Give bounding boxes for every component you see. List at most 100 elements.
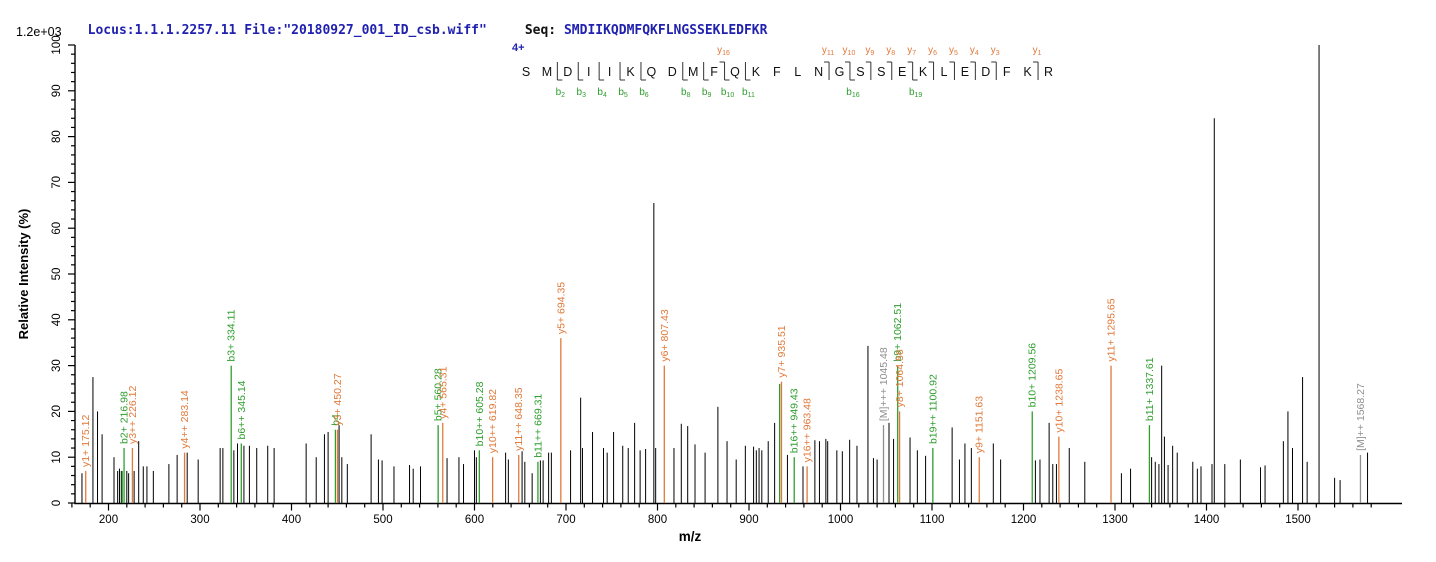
- y-axis-tick-label: 40: [51, 313, 63, 326]
- b-ion-label: b2: [556, 87, 566, 99]
- peptide-sequence-text: SMDIIKQDMFQKFLNGSSEKLEDFKR: [563, 23, 768, 38]
- peak-label: b19++ 1100.92: [927, 374, 939, 444]
- peak-label: b16++ 949.43: [789, 388, 801, 453]
- x-axis-tick-label: 1500: [1285, 514, 1311, 526]
- x-axis-tick-label: 800: [648, 514, 667, 526]
- sequence-residue: I: [587, 65, 590, 79]
- sequence-residue: L: [941, 65, 948, 79]
- y-axis-scale-note: 1.2e+03: [16, 25, 62, 39]
- x-axis-tick-label: 900: [739, 514, 758, 526]
- y-axis-tick-label: 100: [51, 35, 63, 54]
- peak-label: y10++ 619.82: [487, 389, 499, 453]
- sequence-residue: D: [981, 65, 990, 79]
- b-ion-label: b10: [721, 87, 734, 99]
- x-axis-tick-label: 500: [373, 514, 392, 526]
- b-ion-label: b16: [846, 87, 859, 99]
- y-ion-label: y11: [822, 45, 834, 57]
- sequence-residue: S: [877, 65, 885, 79]
- y-ion-label: y6: [928, 45, 937, 57]
- y-ion-label: y10: [843, 45, 856, 57]
- peak-label: y9+ 1151.63: [974, 396, 986, 453]
- seq-label: Seq:: [524, 23, 557, 38]
- peak-label: y10+ 1238.65: [1053, 368, 1065, 432]
- x-axis-tick-label: 700: [556, 514, 575, 526]
- peak-label: b2+ 216.98: [119, 391, 131, 444]
- x-axis-tick-label: 600: [465, 514, 484, 526]
- peak-label: y7+ 935.51: [776, 325, 788, 377]
- y-axis-tick-label: 10: [51, 451, 63, 464]
- sequence-residue: E: [961, 65, 969, 79]
- peak-label: y3+ 450.27: [332, 373, 344, 425]
- b-ion-label: b4: [597, 87, 607, 99]
- sequence-residue: K: [752, 65, 761, 79]
- b-ion-label: b6: [639, 87, 649, 99]
- y-axis-tick-label: 30: [51, 359, 63, 372]
- sequence-residue: Q: [730, 65, 740, 79]
- x-axis-tick-label: 1100: [920, 514, 945, 526]
- sequence-residue: F: [773, 65, 781, 79]
- y-axis-title: Relative Intensity (%): [16, 209, 31, 340]
- peak-label: b6++ 345.14: [236, 380, 248, 439]
- sequence-residue: D: [563, 65, 572, 79]
- sequence-residue: D: [668, 65, 677, 79]
- spectrum-header: Locus:1.1.1.2257.11 File:"20180927_001_I…: [72, 8, 768, 38]
- peak-label: b11++ 669.31: [532, 394, 544, 458]
- peak-label: b4: [330, 414, 342, 426]
- x-axis-tick-label: 1400: [1194, 514, 1220, 526]
- sequence-residue: S: [856, 65, 864, 79]
- b-ion-label: b5: [618, 87, 628, 99]
- sequence-residue: I: [608, 65, 611, 79]
- peak-label: y5+ 694.35: [555, 282, 567, 334]
- sequence-residue: K: [1023, 65, 1032, 79]
- y-axis-tick-label: 80: [51, 130, 63, 143]
- y-ion-label: y5: [949, 45, 958, 57]
- sequence-residue: R: [1044, 65, 1053, 79]
- sequence-residue: K: [919, 65, 928, 79]
- peak-label: y3++ 226.12: [127, 385, 139, 444]
- peak-label: [M]++ 1568.27: [1355, 383, 1367, 451]
- b-ion-label: b19: [909, 87, 922, 99]
- sequence-residue: F: [710, 65, 718, 79]
- y-ion-label: y3: [991, 45, 1000, 57]
- x-axis-tick-label: 400: [282, 514, 301, 526]
- y-ion-label: y1: [1033, 45, 1042, 57]
- sequence-residue: K: [626, 65, 635, 79]
- sequence-residue: N: [814, 65, 823, 79]
- x-axis-tick-label: 1300: [1102, 514, 1128, 526]
- sequence-residue: M: [542, 65, 552, 79]
- x-axis-tick-label: 300: [190, 514, 209, 526]
- y-axis-tick-label: 50: [51, 268, 63, 281]
- peak-label: y16++ 963.48: [802, 398, 814, 462]
- b-ion-label: b8: [681, 87, 691, 99]
- y-axis-tick-label: 90: [51, 84, 63, 97]
- y-axis-tick-label: 0: [51, 500, 63, 506]
- peak-label: b11+ 1337.61: [1144, 357, 1156, 421]
- peak-label: b3+ 334.11: [226, 309, 238, 361]
- x-axis-tick-label: 1200: [1011, 514, 1037, 526]
- y-ion-label: y4: [970, 45, 979, 57]
- sequence-residue: Q: [647, 65, 657, 79]
- sequence-residue: S: [522, 65, 530, 79]
- y-axis-tick-label: 60: [51, 222, 63, 235]
- locus-file-label: Locus:1.1.1.2257.11 File:"20180927_001_I…: [87, 23, 487, 38]
- peak-label: y4++ 283.14: [179, 390, 191, 449]
- x-axis-title: m/z: [679, 529, 702, 544]
- peak-label: [M]+++ 1045.48: [878, 347, 890, 421]
- x-axis-tick-label: 200: [99, 514, 118, 526]
- sequence-residue: L: [794, 65, 801, 79]
- peak-label: y1+ 175.12: [80, 415, 92, 467]
- y-ion-label: y9: [865, 45, 874, 57]
- sequence-residue: F: [1003, 65, 1011, 79]
- peak-label: b5+ 560.28: [433, 368, 445, 421]
- sequence-residue: G: [835, 65, 845, 79]
- precursor-charge-label: 4+: [512, 42, 525, 54]
- peak-label: y8+ 1064.56: [894, 349, 906, 407]
- x-axis-tick-label: 1000: [828, 514, 854, 526]
- y-axis-tick-label: 70: [51, 176, 63, 189]
- sequence-residue: M: [688, 65, 698, 79]
- b-ion-label: b3: [577, 87, 587, 99]
- peak-label: y11++ 648.35: [513, 387, 525, 451]
- sequence-residue: E: [898, 65, 906, 79]
